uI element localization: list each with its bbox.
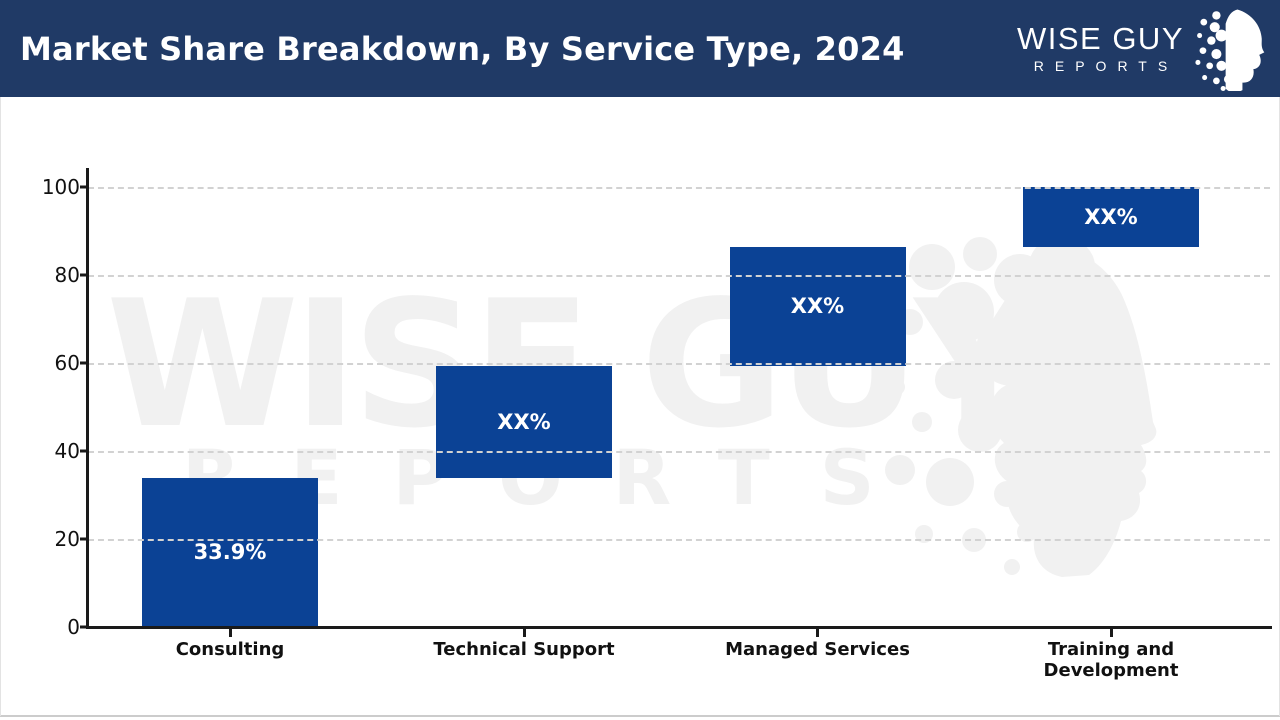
- y-tick-mark-20: [80, 537, 88, 541]
- bottom-divider: [0, 715, 1280, 717]
- gridline-100: [88, 187, 1270, 189]
- x-axis-spine: [86, 626, 1272, 629]
- wise-guy-reports-logo: WISE GUY REPORTS: [1017, 0, 1268, 97]
- gridline-20: [88, 539, 1270, 541]
- y-tick-mark-80: [80, 273, 88, 277]
- bar-value-label: XX%: [1084, 205, 1138, 230]
- x-tick-mark-2: [816, 629, 819, 637]
- y-tick-mark-40: [80, 449, 88, 453]
- page-title: Market Share Breakdown, By Service Type,…: [20, 29, 905, 68]
- logo-brand-name: WISE GUY: [1016, 21, 1184, 57]
- logo-brand-subtitle: REPORTS: [1033, 57, 1179, 74]
- bar-technical-support: [436, 365, 612, 478]
- logo-head-profile-icon: [1195, 9, 1265, 91]
- x-tick-mark-1: [522, 629, 526, 637]
- watermark-head-profile-icon: [881, 237, 1157, 577]
- y-tick-label-100: 100: [41, 175, 80, 199]
- bar-managed-services: [729, 247, 906, 366]
- x-category-label: Managed Services: [725, 639, 910, 660]
- x-category-label: Training and Development: [1043, 639, 1179, 681]
- bar-value-label: XX%: [790, 294, 845, 319]
- bar-consulting: [142, 477, 318, 627]
- y-tick-label-60: 60: [54, 351, 80, 375]
- y-tick-mark-60: [80, 361, 88, 365]
- x-tick-mark-0: [228, 629, 232, 637]
- bar-value-label: 33.9%: [193, 540, 267, 565]
- y-tick-mark-100: [80, 185, 88, 189]
- left-edge-border: [0, 97, 1, 716]
- x-category-label: Technical Support: [433, 639, 615, 660]
- gridline-80: [88, 275, 1270, 277]
- logo-text: WISE GUY REPORTS: [1017, 23, 1184, 74]
- y-tick-mark-0: [80, 625, 88, 629]
- bar-value-label: XX%: [497, 409, 551, 434]
- y-tick-label-20: 20: [54, 527, 80, 551]
- gridline-40: [88, 451, 1270, 453]
- y-tick-label-80: 80: [54, 263, 80, 287]
- x-tick-mark-3: [1109, 629, 1113, 637]
- y-axis-spine: [86, 168, 89, 629]
- gridline-60: [88, 363, 1270, 365]
- x-category-label: Consulting: [175, 639, 285, 660]
- header-bar: Market Share Breakdown, By Service Type,…: [0, 0, 1280, 97]
- y-tick-label-40: 40: [54, 439, 80, 463]
- bar-training-and-development: [1023, 187, 1199, 248]
- y-tick-label-0: 0: [67, 615, 80, 639]
